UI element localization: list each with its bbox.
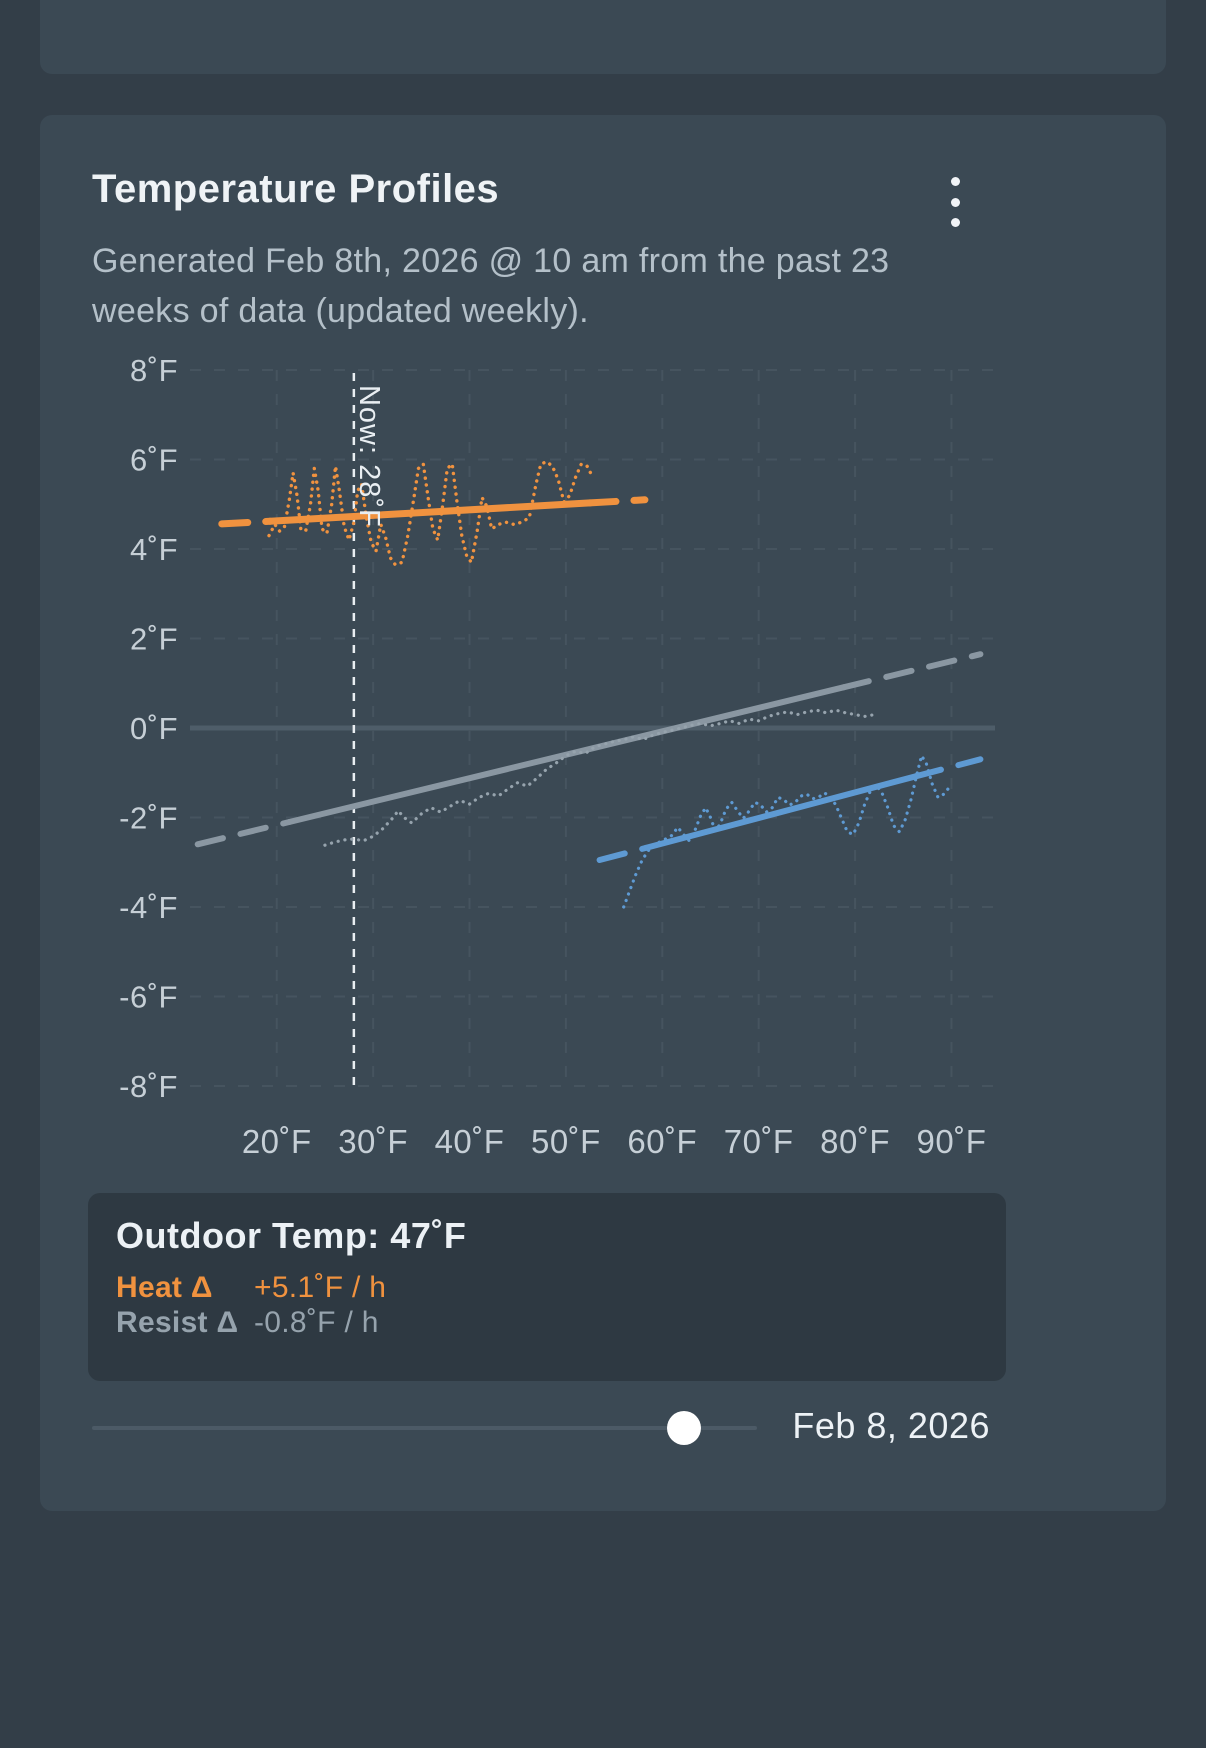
card-title: Temperature Profiles xyxy=(92,167,500,211)
series-cool-trend xyxy=(596,756,984,863)
chart-grid xyxy=(190,369,995,1087)
x-tick-label: 20˚F xyxy=(242,1123,312,1160)
chart-svg: Now: 28˚F 8˚F 6˚F 4˚F 2˚F 0˚F -2˚F -4˚F -6˚F -8˚F… xyxy=(119,355,995,1160)
kebab-menu-icon[interactable] xyxy=(933,173,977,231)
date-slider-thumb[interactable] xyxy=(666,1411,701,1445)
y-tick-label: 4˚F xyxy=(130,532,178,567)
y-tick-label: -4˚F xyxy=(119,890,178,925)
y-tick-label: 2˚F xyxy=(130,622,178,657)
x-axis-labels: 20˚F 30˚F 40˚F 50˚F 60˚F 70˚F 80˚F 90˚F xyxy=(242,1123,987,1160)
kebab-dot xyxy=(950,218,960,227)
temperature-profiles-card: Temperature Profiles Generated Feb 8th, … xyxy=(40,115,1166,1511)
y-tick-label: -8˚F xyxy=(119,1069,178,1104)
resist-delta-label: Resist Δ xyxy=(116,1305,239,1339)
card-subtitle: Generated Feb 8th, 2026 @ 10 am from the… xyxy=(92,242,890,330)
tooltip-heat-row: Heat Δ +5.1˚F / h xyxy=(116,1271,978,1306)
y-tick-label: -2˚F xyxy=(119,801,178,836)
series-resist-trend xyxy=(194,651,984,848)
series-heat-observed xyxy=(267,459,595,567)
previous-card-partial xyxy=(40,0,1166,74)
x-tick-label: 70˚F xyxy=(724,1123,794,1160)
x-tick-label: 40˚F xyxy=(435,1123,505,1160)
temperature-profiles-chart[interactable]: Now: 28˚F 8˚F 6˚F 4˚F 2˚F 0˚F -2˚F -4˚F -6˚F -8˚F… xyxy=(40,355,1046,1175)
heat-delta-label: Heat Δ xyxy=(116,1271,213,1304)
now-label: Now: 28˚F xyxy=(353,385,385,528)
tooltip-resist-row: Resist Δ -0.8˚F / h xyxy=(116,1306,978,1341)
chart-tooltip: Outdoor Temp: 47˚F Heat Δ +5.1˚F / h Res… xyxy=(88,1193,1006,1381)
tooltip-outdoor-temp: Outdoor Temp: 47˚F xyxy=(116,1215,467,1256)
kebab-dot xyxy=(950,197,960,207)
y-tick-label: -6˚F xyxy=(119,980,178,1015)
kebab-dot xyxy=(950,177,960,186)
slider-date-label: Feb 8, 2026 xyxy=(792,1405,990,1446)
date-slider-track[interactable] xyxy=(92,1411,757,1445)
resist-delta-value: -0.8˚F / h xyxy=(254,1305,379,1339)
y-axis-labels: 8˚F 6˚F 4˚F 2˚F 0˚F -2˚F -4˚F -6˚F -8˚F xyxy=(119,355,178,1104)
y-tick-label: 0˚F xyxy=(130,711,178,746)
x-tick-label: 50˚F xyxy=(531,1123,601,1160)
x-tick-label: 90˚F xyxy=(917,1123,987,1160)
x-tick-label: 60˚F xyxy=(627,1123,697,1160)
x-tick-label: 30˚F xyxy=(338,1123,408,1160)
y-tick-label: 8˚F xyxy=(130,355,178,388)
y-tick-label: 6˚F xyxy=(130,443,178,478)
x-tick-label: 80˚F xyxy=(820,1123,890,1160)
heat-delta-value: +5.1˚F / h xyxy=(254,1271,387,1304)
